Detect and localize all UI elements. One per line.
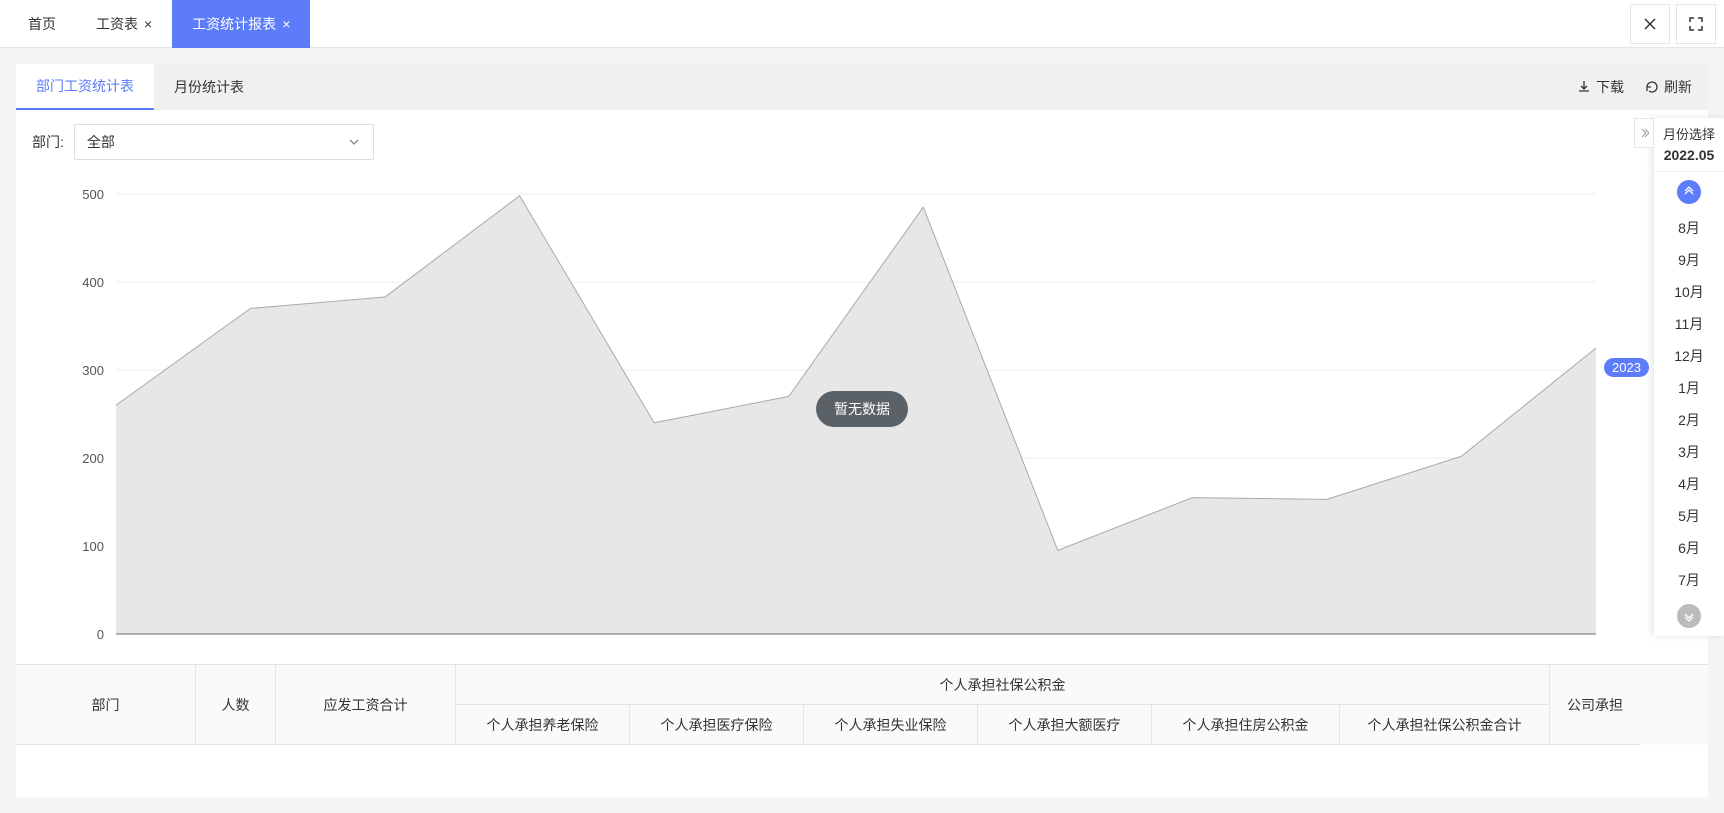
month-option[interactable]: 8月 (1654, 212, 1724, 244)
table-subcol-3: 个人承担大额医疗 (978, 705, 1152, 745)
month-option[interactable]: 2月 (1654, 404, 1724, 436)
refresh-icon (1644, 79, 1660, 95)
month-scroll-down-button[interactable] (1677, 604, 1701, 628)
month-option[interactable]: 1月 (1654, 372, 1724, 404)
fullscreen-icon (1688, 16, 1704, 32)
main-panel: 部门工资统计表 月份统计表 下载 刷新 (16, 64, 1708, 797)
month-list: 8月9月10月11月12月1月2月3月4月5月6月7月2023 (1654, 212, 1724, 596)
month-selector-title: 月份选择 (1654, 118, 1724, 145)
table-col-trailing: 公司承担 (1550, 665, 1640, 745)
svg-text:500: 500 (82, 187, 104, 202)
tab-label: 工资表 (96, 14, 138, 34)
top-tab-bar: 首页 工资表 × 工资统计报表 × (0, 0, 1724, 48)
refresh-button[interactable]: 刷新 (1644, 77, 1692, 97)
table-subcol-4: 个人承担住房公积金 (1152, 705, 1340, 745)
tab-label: 首页 (28, 14, 56, 34)
table-subcol-5: 个人承担社保公积金合计 (1340, 705, 1550, 745)
refresh-label: 刷新 (1664, 77, 1692, 97)
month-scroll-up-button[interactable] (1677, 180, 1701, 204)
table-subcol-2: 个人承担失业保险 (804, 705, 978, 745)
table-subcol-0: 个人承担养老保险 (456, 705, 630, 745)
table-col-1: 人数 (196, 665, 276, 745)
month-option[interactable]: 10月 (1654, 276, 1724, 308)
svg-text:100: 100 (82, 539, 104, 554)
month-selector-panel: 月份选择 2022.05 8月9月10月11月12月1月2月3月4月5月6月7月… (1654, 118, 1724, 636)
month-option[interactable]: 5月 (1654, 500, 1724, 532)
chevron-down-icon (347, 135, 361, 149)
month-option[interactable]: 6月 (1654, 532, 1724, 564)
table-header: 部门人数应发工资合计个人承担社保公积金个人承担养老保险个人承担医疗保险个人承担失… (16, 664, 1708, 745)
svg-text:200: 200 (82, 451, 104, 466)
filter-row: 部门: 全部 (16, 110, 1708, 174)
chevron-down-icon (1683, 610, 1695, 622)
department-select[interactable]: 全部 (74, 124, 374, 160)
download-button[interactable]: 下载 (1576, 77, 1624, 97)
table-col-0: 部门 (16, 665, 196, 745)
month-option[interactable]: 12月 (1654, 340, 1724, 372)
svg-text:300: 300 (82, 363, 104, 378)
month-option[interactable]: 7月 (1654, 564, 1724, 596)
close-icon (1642, 16, 1658, 32)
no-data-label: 暂无数据 (834, 401, 890, 417)
download-icon (1576, 79, 1592, 95)
tab-home[interactable]: 首页 (8, 0, 76, 48)
chart-container: 0 100 200 300 400 500 暂无数据 (16, 174, 1708, 664)
chevron-up-icon (1683, 186, 1695, 198)
download-label: 下载 (1596, 77, 1624, 97)
fullscreen-button[interactable] (1676, 4, 1716, 44)
svg-text:0: 0 (97, 627, 104, 642)
subtab-label: 部门工资统计表 (36, 76, 134, 96)
close-icon[interactable]: × (144, 16, 152, 32)
tab-salary-sheet[interactable]: 工资表 × (76, 0, 172, 48)
month-option[interactable]: 4月 (1654, 468, 1724, 500)
table-col-group: 个人承担社保公积金 (456, 665, 1550, 705)
content-area: 部门工资统计表 月份统计表 下载 刷新 (0, 48, 1724, 813)
tab-label: 工资统计报表 (192, 14, 276, 34)
subtab-month-stats[interactable]: 月份统计表 (154, 64, 264, 110)
month-option[interactable]: 9月 (1654, 244, 1724, 276)
month-selector-current: 2022.05 (1654, 145, 1724, 172)
svg-text:400: 400 (82, 275, 104, 290)
sub-tab-bar: 部门工资统计表 月份统计表 下载 刷新 (16, 64, 1708, 110)
department-filter-label: 部门: (32, 132, 64, 152)
table-col-2: 应发工资合计 (276, 665, 456, 745)
table-subcol-1: 个人承担医疗保险 (630, 705, 804, 745)
month-option[interactable]: 3月 (1654, 436, 1724, 468)
subtab-label: 月份统计表 (174, 77, 244, 97)
collapse-button[interactable] (1634, 118, 1654, 148)
close-all-button[interactable] (1630, 4, 1670, 44)
tab-salary-report[interactable]: 工资统计报表 × (172, 0, 310, 48)
close-icon[interactable]: × (282, 16, 290, 32)
year-badge: 2023 (1604, 358, 1649, 377)
chevron-right-icon (1639, 128, 1649, 138)
subtab-department-stats[interactable]: 部门工资统计表 (16, 64, 154, 110)
select-value: 全部 (87, 132, 115, 152)
month-option[interactable]: 11月 (1654, 308, 1724, 340)
no-data-pill: 暂无数据 (816, 391, 908, 427)
